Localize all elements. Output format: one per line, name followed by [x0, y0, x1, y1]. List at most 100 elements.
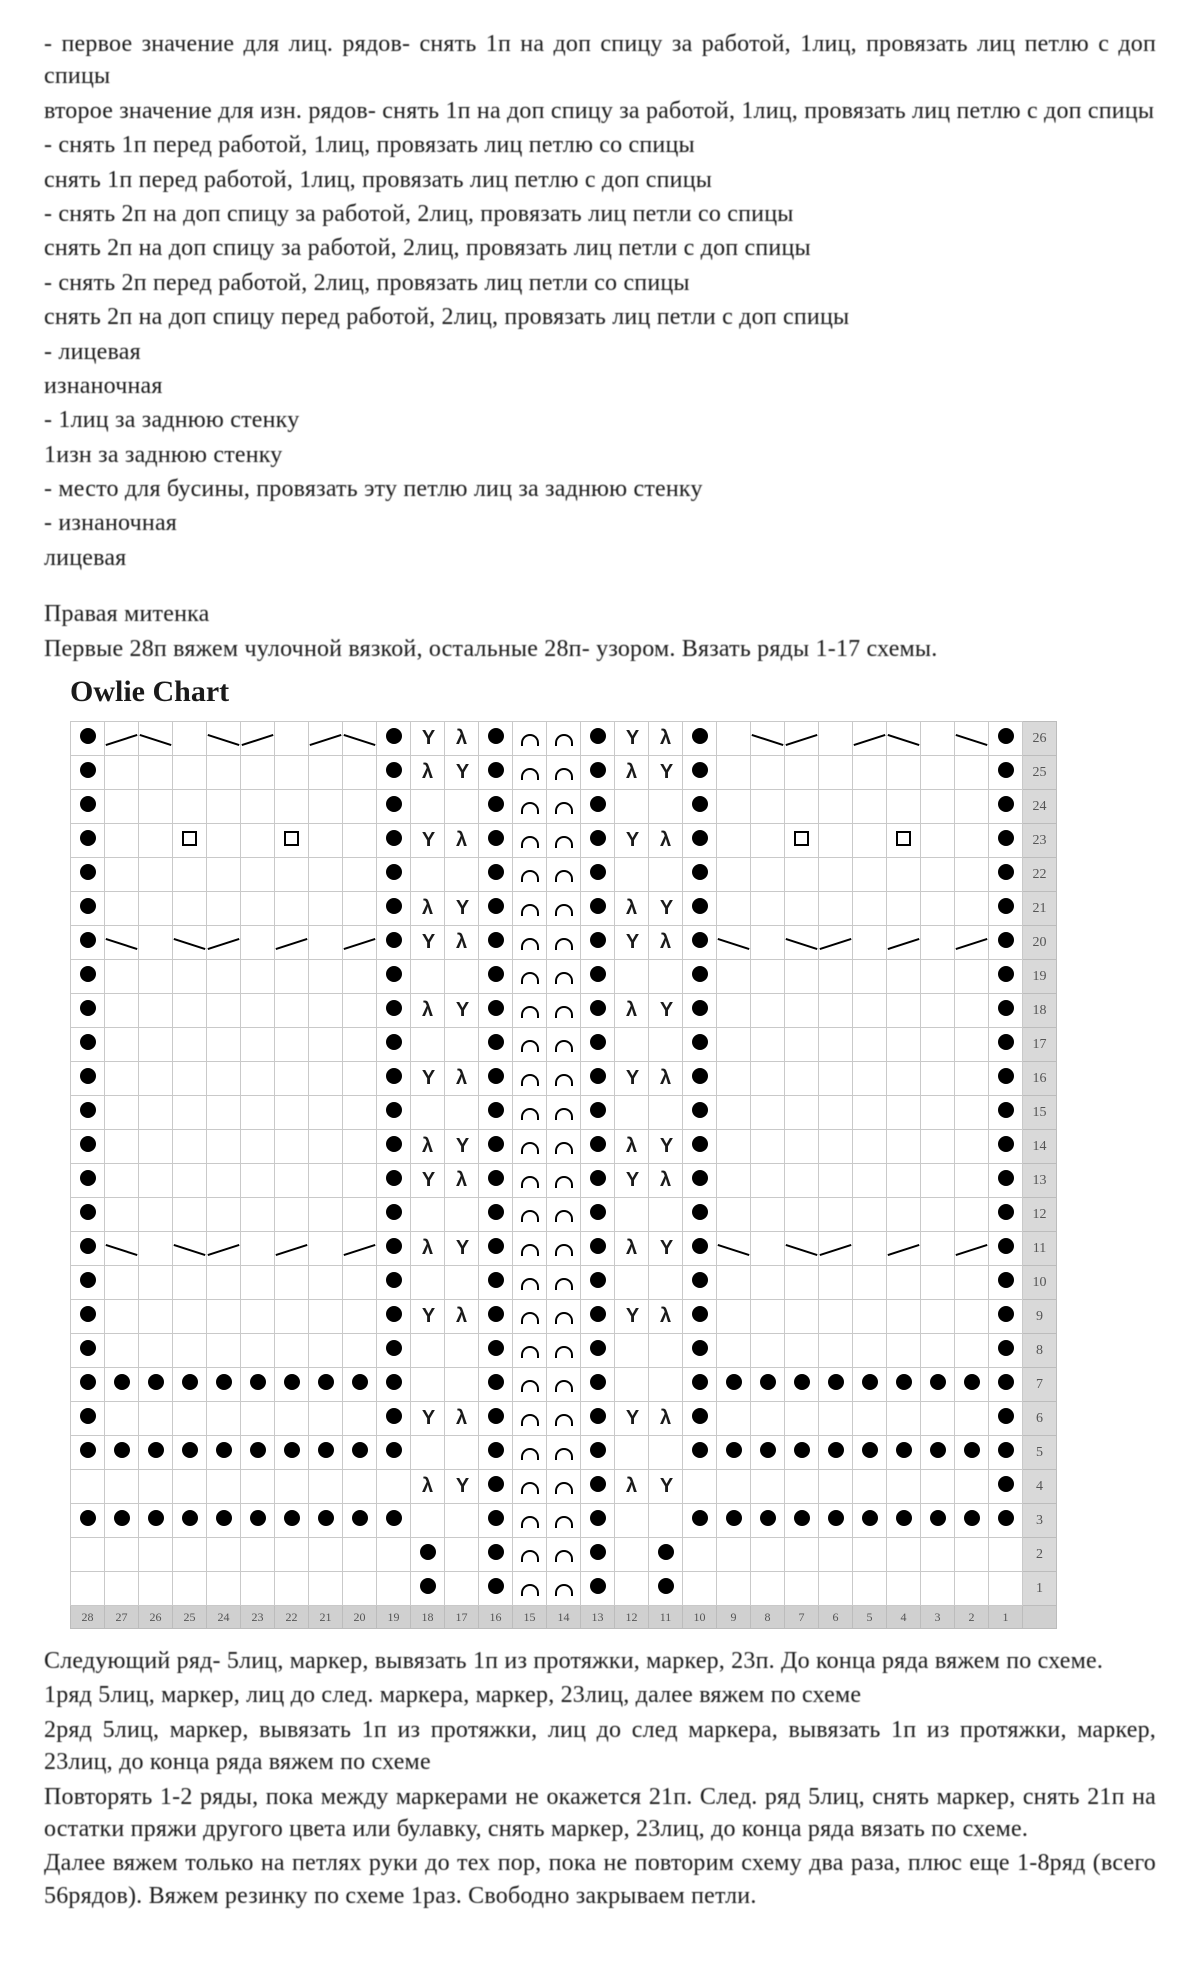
chart-cell	[615, 1572, 649, 1606]
chart-cell	[275, 1266, 309, 1300]
chart-cell	[173, 1232, 207, 1266]
chart-cell	[887, 1198, 921, 1232]
chart-cell	[581, 1028, 615, 1062]
chart-cell	[785, 756, 819, 790]
chart-row-number: 10	[1023, 1266, 1057, 1300]
chart-cell	[173, 926, 207, 960]
chart-cell	[955, 1334, 989, 1368]
chart-cell	[751, 824, 785, 858]
chart-cell	[343, 1300, 377, 1334]
chart-cell	[853, 722, 887, 756]
chart-cell	[513, 1130, 547, 1164]
chart-cell	[513, 1198, 547, 1232]
chart-cell	[513, 1436, 547, 1470]
chart-cell	[717, 1300, 751, 1334]
chart-cell	[581, 1232, 615, 1266]
chart-cell	[207, 926, 241, 960]
chart-cell	[683, 1436, 717, 1470]
chart-cell	[751, 1470, 785, 1504]
chart-cell	[989, 1334, 1023, 1368]
chart-cell	[853, 1028, 887, 1062]
chart-cell	[921, 1470, 955, 1504]
chart-col-number: 22	[275, 1606, 309, 1629]
chart-cell	[207, 1436, 241, 1470]
chart-cell	[683, 1096, 717, 1130]
chart-cell	[309, 1436, 343, 1470]
chart-cell	[139, 892, 173, 926]
chart-cell	[683, 1198, 717, 1232]
chart-cell: Y	[445, 756, 479, 790]
chart-cell	[887, 1368, 921, 1402]
chart-cell	[785, 1504, 819, 1538]
chart-cell	[649, 1368, 683, 1402]
chart-cell	[581, 994, 615, 1028]
chart-row-number: 17	[1023, 1028, 1057, 1062]
chart-cell	[683, 892, 717, 926]
chart-cell	[989, 1436, 1023, 1470]
chart-cell	[207, 1096, 241, 1130]
chart-cell	[955, 960, 989, 994]
chart-cell	[105, 1538, 139, 1572]
chart-cell	[309, 1300, 343, 1334]
text-line: 1изн за заднюю стенку	[44, 439, 1156, 471]
chart-cell	[649, 1334, 683, 1368]
chart-cell	[683, 1470, 717, 1504]
chart-cell	[275, 1062, 309, 1096]
chart-col-number: 4	[887, 1606, 921, 1629]
chart-cell	[241, 1198, 275, 1232]
chart-cell	[241, 1300, 275, 1334]
chart-cell	[241, 994, 275, 1028]
chart-cell	[887, 994, 921, 1028]
chart-cell	[547, 1028, 581, 1062]
chart-cell	[887, 1130, 921, 1164]
chart-cell: λ	[411, 756, 445, 790]
chart-cell	[105, 1028, 139, 1062]
chart-cell	[887, 1096, 921, 1130]
chart-cell	[377, 1334, 411, 1368]
chart-cell	[547, 1470, 581, 1504]
chart-cell	[275, 1470, 309, 1504]
chart-cell	[309, 1538, 343, 1572]
chart-cell	[887, 824, 921, 858]
chart-cell	[513, 1266, 547, 1300]
chart-cell: λ	[615, 1130, 649, 1164]
chart-cell	[853, 790, 887, 824]
chart-cell	[887, 960, 921, 994]
chart-cell	[139, 1504, 173, 1538]
chart-cell	[479, 1368, 513, 1402]
chart-cell	[547, 858, 581, 892]
chart-col-number: 13	[581, 1606, 615, 1629]
chart-col-number: 21	[309, 1606, 343, 1629]
instruction-block-bottom: Следующий ряд- 5лиц, маркер, вывязать 1п…	[44, 1645, 1156, 1912]
chart-cell	[71, 824, 105, 858]
chart-cell	[989, 1164, 1023, 1198]
chart-cell	[241, 1402, 275, 1436]
chart-cell	[207, 1062, 241, 1096]
chart-cell	[547, 1198, 581, 1232]
chart-cell	[71, 1436, 105, 1470]
chart-cell	[751, 1062, 785, 1096]
chart-cell	[615, 1096, 649, 1130]
chart-cell	[751, 858, 785, 892]
chart-cell	[241, 892, 275, 926]
chart-cell	[921, 1130, 955, 1164]
chart-col-number: 14	[547, 1606, 581, 1629]
section-right-mitten: Правая митенкаПервые 28п вяжем чулочной …	[44, 598, 1156, 665]
chart-corner	[1023, 1606, 1057, 1629]
chart-cell	[751, 994, 785, 1028]
chart-cell	[479, 824, 513, 858]
chart-cell	[71, 722, 105, 756]
chart-cell	[547, 926, 581, 960]
chart-cell	[139, 1402, 173, 1436]
chart-cell	[853, 1300, 887, 1334]
chart-cell	[309, 1572, 343, 1606]
chart-cell	[343, 1028, 377, 1062]
chart-cell	[513, 1232, 547, 1266]
chart-cell	[173, 1062, 207, 1096]
chart-col-number: 6	[819, 1606, 853, 1629]
chart-cell	[683, 1334, 717, 1368]
chart-cell	[513, 722, 547, 756]
chart-cell	[105, 1164, 139, 1198]
chart-cell	[343, 960, 377, 994]
chart-cell	[377, 1096, 411, 1130]
